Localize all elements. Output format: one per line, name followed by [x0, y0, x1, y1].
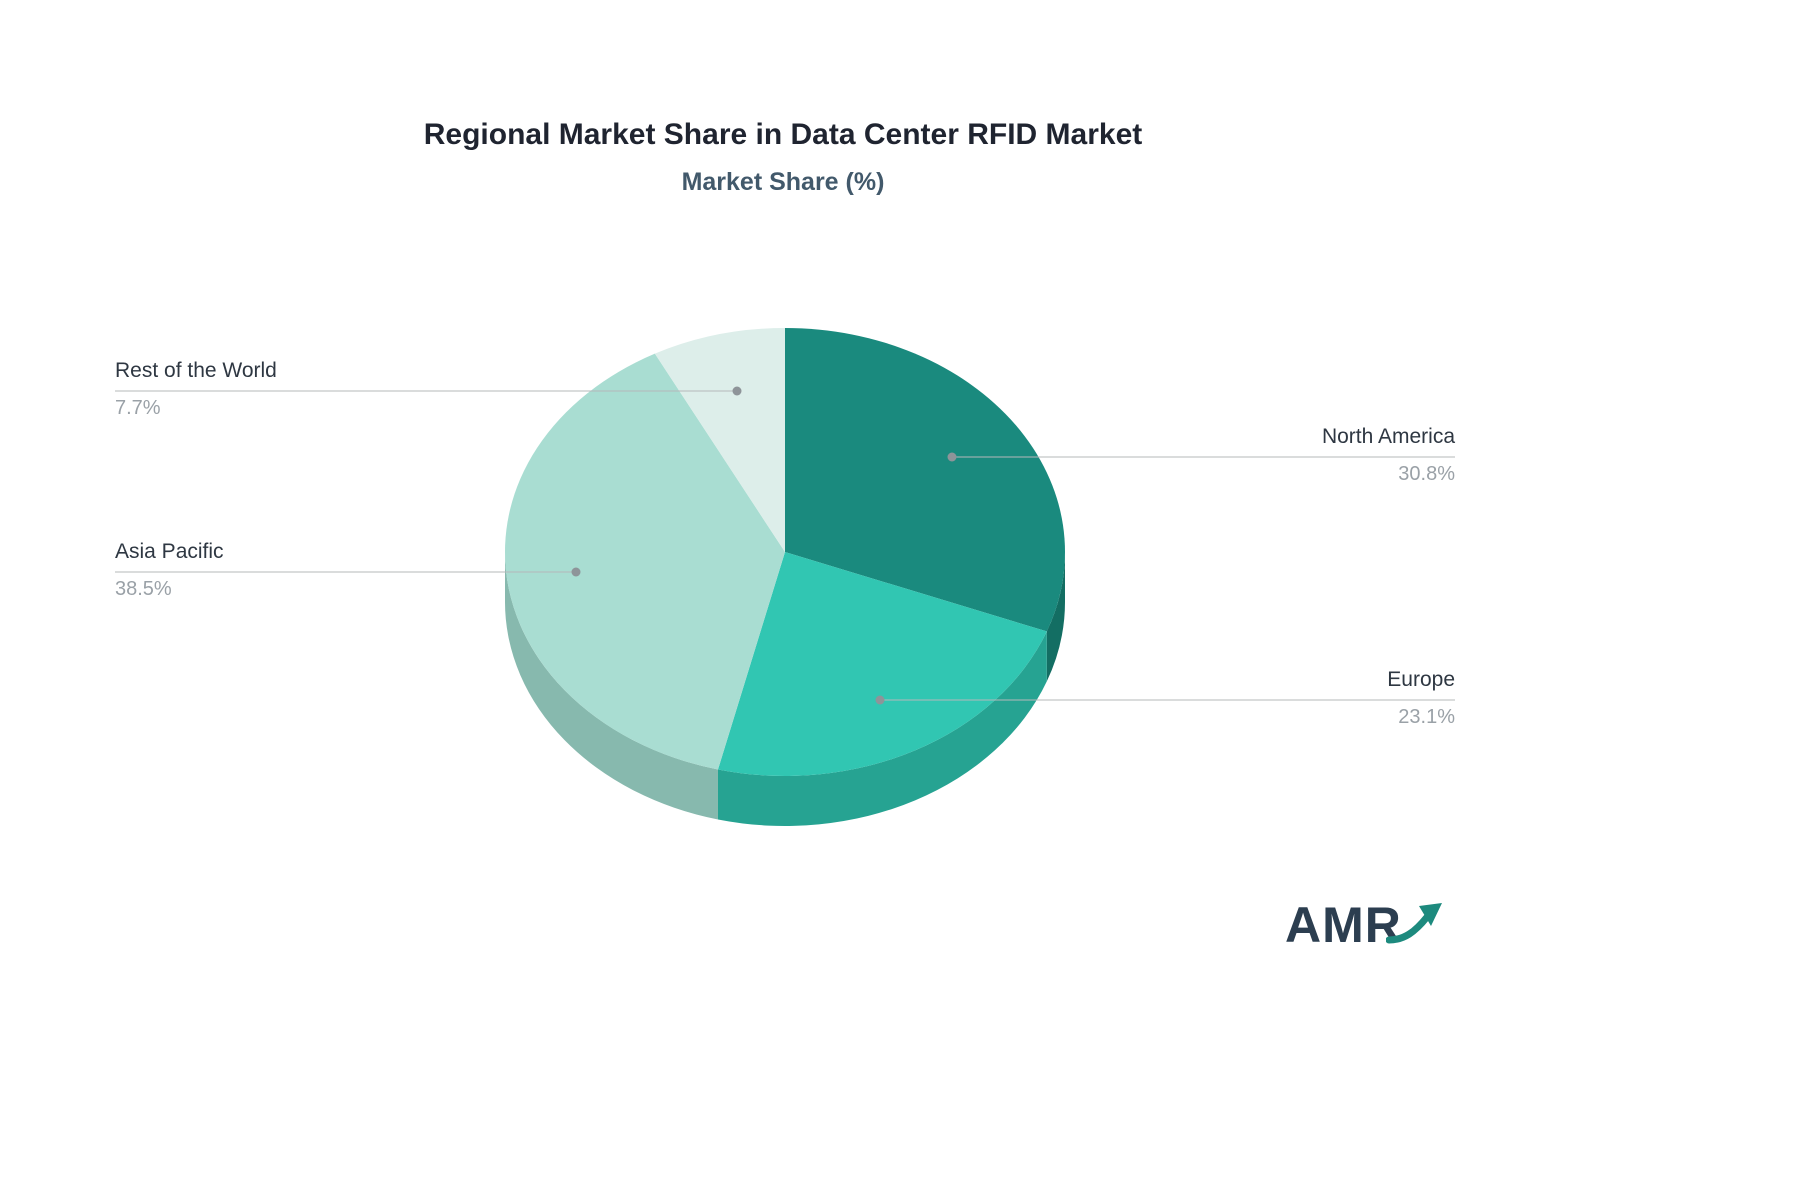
callout-value: 23.1% [1398, 706, 1455, 728]
leader-dot [875, 695, 885, 705]
pie-slice-rest-of-the-world[interactable] [654, 328, 785, 552]
callout-label: Asia Pacific [115, 540, 224, 563]
pie-slice-north-america[interactable] [785, 328, 1066, 632]
pie-slice-side-north-america [1046, 552, 1065, 682]
pie-slice-europe[interactable] [717, 552, 1047, 776]
amr-logo: AMR [1285, 898, 1444, 952]
leader-dot [571, 567, 581, 577]
amr-logo-text: AMR [1285, 897, 1402, 953]
callout-label: Europe [1387, 668, 1455, 691]
pie-slice-side-europe [717, 631, 1047, 826]
callout-europe: Europe 23.1% [1387, 667, 1455, 729]
callout-asia-pacific: Asia Pacific 38.5% [115, 539, 224, 601]
callout-value: 30.8% [1398, 463, 1455, 485]
callout-value: 38.5% [115, 578, 172, 600]
callout-rest-of-the-world: Rest of the World 7.7% [115, 358, 277, 420]
callout-label: Rest of the World [115, 359, 277, 382]
pie-slice-side-asia-pacific [505, 552, 718, 820]
chart-subtitle: Market Share (%) [681, 168, 885, 196]
callout-label: North America [1321, 425, 1455, 448]
callout-north-america: North America 30.8% [1322, 424, 1455, 486]
amr-logo-arrow-icon [1385, 903, 1442, 944]
leader-dot [732, 386, 742, 396]
leader-dot [947, 452, 957, 462]
callout-value: 7.7% [115, 397, 161, 419]
chart-title: Regional Market Share in Data Center RFI… [423, 118, 1143, 151]
pie-slice-asia-pacific[interactable] [504, 353, 785, 770]
